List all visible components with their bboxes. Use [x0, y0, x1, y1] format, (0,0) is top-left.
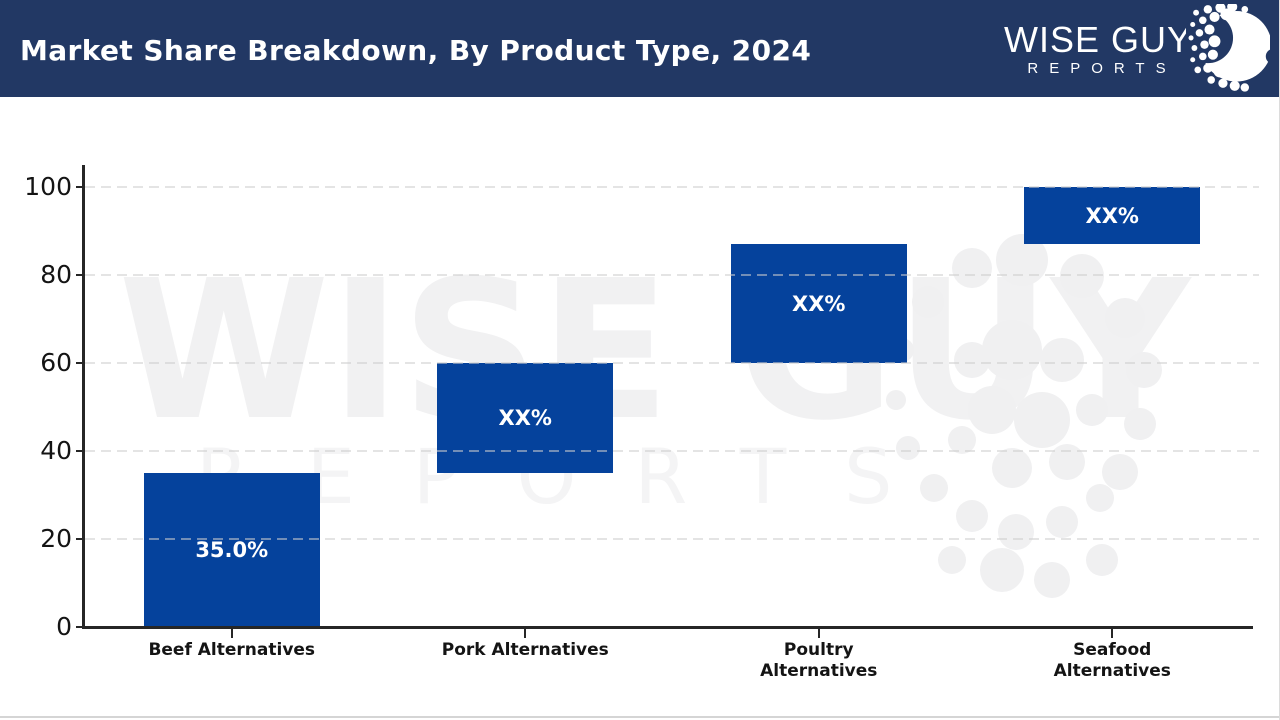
brand-subname: REPORTS: [1027, 59, 1177, 77]
bar-pork-alternatives: XX%: [437, 363, 614, 473]
y-tick-label: 0: [56, 612, 72, 641]
watermark-head-icon: [886, 234, 1162, 598]
y-tick-mark: [76, 626, 85, 628]
page-title: Market Share Breakdown, By Product Type,…: [20, 34, 812, 67]
brand-logo: WISE GUY REPORTS: [1004, 4, 1270, 92]
x-tick-mark: [230, 629, 233, 638]
y-tick-mark: [76, 274, 85, 276]
bar-value-label: XX%: [792, 291, 846, 316]
y-tick-label: 80: [40, 260, 72, 289]
x-category-label: Seafood Alternatives: [982, 640, 1242, 682]
bar-beef-alternatives: 35.0%: [143, 473, 320, 627]
bar-value-label: 35.0%: [195, 538, 269, 562]
x-tick-mark: [524, 629, 527, 638]
brand-name: WISE GUY: [1003, 18, 1192, 60]
x-axis-line: [82, 626, 1253, 629]
bottom-rule: [0, 716, 1279, 718]
x-category-label-line: Poultry: [783, 640, 854, 660]
gridline: [85, 538, 1259, 540]
bar-value-label: XX%: [498, 406, 552, 430]
header-bar: Market Share Breakdown, By Product Type,…: [0, 0, 1279, 97]
y-tick-label: 60: [40, 348, 72, 377]
x-category-label-line: Beef Alternatives: [148, 640, 316, 660]
gridline: [85, 186, 1259, 188]
gridline: [85, 362, 1259, 364]
gridline: [85, 274, 1259, 276]
x-category-label-line: Seafood: [1073, 640, 1152, 660]
y-tick-label: 100: [24, 172, 72, 201]
bar-poultry-alternatives: XX%: [730, 244, 907, 363]
bar-value-label: XX%: [1085, 203, 1139, 228]
x-category-label: Poultry Alternatives: [689, 640, 949, 682]
x-category-label-line: Pork Alternatives: [441, 640, 609, 660]
y-tick-mark: [76, 450, 85, 452]
x-category-label-line: Alternatives: [1053, 661, 1171, 681]
x-category-label: Pork Alternatives: [395, 640, 655, 661]
y-tick-mark: [76, 538, 85, 540]
x-category-label-line: Alternatives: [760, 661, 878, 681]
gridline: [85, 450, 1259, 452]
y-axis-line: [82, 165, 85, 629]
y-tick-label: 40: [40, 436, 72, 465]
x-tick-mark: [817, 629, 820, 638]
x-category-label: Beef Alternatives: [102, 640, 362, 661]
y-tick-mark: [76, 186, 85, 188]
brand-wordmark: WISE GUY REPORTS: [1003, 18, 1192, 77]
y-tick-label: 20: [40, 524, 72, 553]
y-tick-mark: [76, 362, 85, 364]
x-tick-mark: [1111, 629, 1114, 638]
wiseguy-head-icon: [1186, 4, 1270, 92]
bar-seafood-alternatives: XX%: [1024, 187, 1201, 245]
